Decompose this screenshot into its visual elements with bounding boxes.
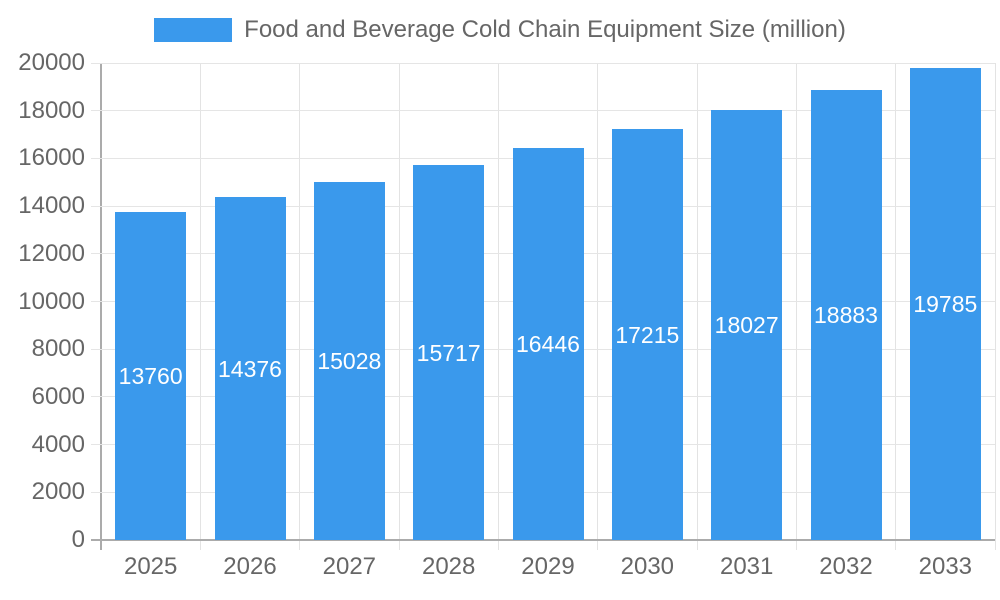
x-axis-line [91, 539, 995, 541]
y-axis-tick-label: 0 [71, 526, 85, 553]
bar-2029[interactable] [512, 147, 584, 540]
x-gridline [895, 63, 897, 550]
bar-2027[interactable] [313, 181, 385, 540]
x-axis-tick-label: 2027 [322, 553, 377, 580]
x-gridline [299, 63, 301, 550]
x-axis-tick-label: 2025 [123, 553, 178, 580]
y-axis-tick-label: 2000 [31, 478, 85, 506]
y-axis-tick-label: 6000 [31, 382, 85, 410]
y-axis-tick-label: 16000 [18, 144, 85, 172]
x-gridline [199, 63, 201, 550]
bar-2026[interactable] [214, 197, 286, 540]
y-gridline [91, 110, 995, 112]
x-axis-tick-label: 2029 [521, 553, 575, 580]
y-axis-line [100, 63, 102, 550]
y-axis-tick-label: 8000 [31, 335, 85, 363]
x-gridline [597, 63, 599, 550]
x-gridline [795, 63, 797, 550]
bar-2032[interactable] [810, 89, 882, 540]
legend: Food and Beverage Cold Chain Equipment S… [0, 16, 1000, 44]
legend-swatch[interactable] [154, 18, 233, 42]
bar-2031[interactable] [711, 110, 783, 540]
bar-2025[interactable] [115, 211, 187, 540]
bar-2030[interactable] [611, 129, 683, 540]
x-gridline [398, 63, 400, 550]
x-axis-tick-label: 2030 [620, 553, 675, 580]
x-axis-tick-label: 2031 [719, 553, 774, 580]
x-gridline [994, 63, 996, 550]
y-gridline [91, 62, 995, 64]
y-axis-tick-label: 18000 [18, 96, 85, 124]
legend-label[interactable]: Food and Beverage Cold Chain Equipment S… [244, 16, 846, 43]
x-gridline [497, 63, 499, 550]
y-axis-tick-label: 14000 [18, 192, 85, 220]
x-axis-tick-label: 2028 [421, 553, 476, 580]
y-axis-tick-label: 12000 [18, 239, 85, 267]
y-axis-tick-label: 10000 [18, 287, 85, 315]
x-gridline [696, 63, 698, 550]
x-axis-tick-label: 2033 [918, 553, 973, 580]
bar-2028[interactable] [413, 165, 485, 540]
bar-2033[interactable] [909, 68, 981, 540]
x-axis-tick-label: 2032 [819, 553, 873, 580]
y-axis-tick-label: 20000 [18, 49, 85, 76]
y-axis-tick-label: 4000 [31, 430, 85, 458]
x-axis-tick-label: 2026 [223, 553, 277, 580]
